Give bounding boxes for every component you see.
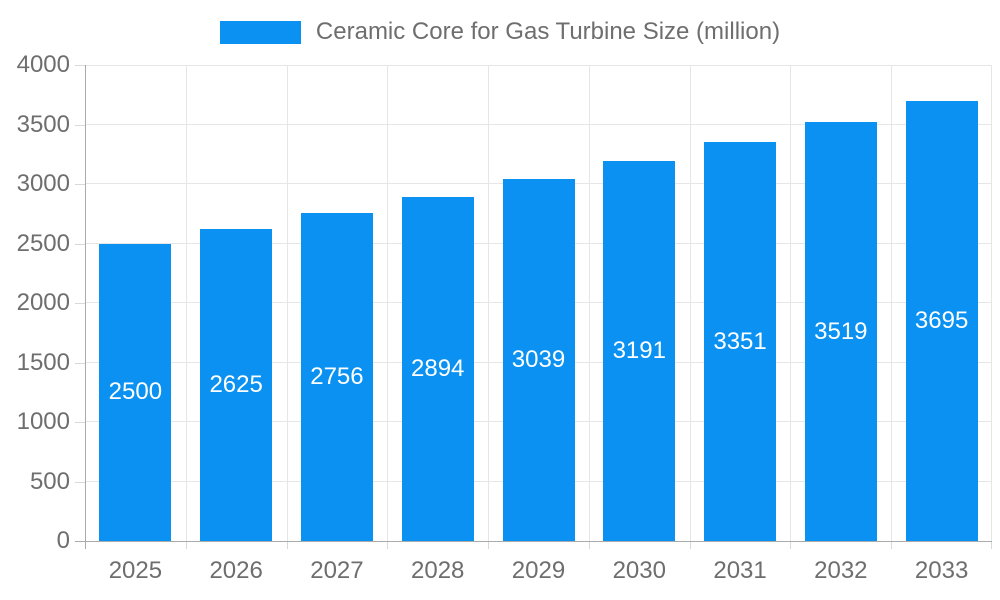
bar-value-label: 3191 [612,337,666,365]
y-axis-line [85,65,86,549]
legend-swatch [219,20,301,44]
x-axis-label: 2032 [814,557,868,584]
v-gridline [185,65,187,541]
v-gridline [588,65,590,541]
y-axis-label: 3500 [16,110,70,138]
bar: 2894 [401,196,474,541]
y-axis-label: 4000 [16,51,70,78]
x-axis-label: 2031 [713,557,767,584]
x-tick [286,541,288,549]
x-axis-line [75,541,992,542]
y-tick [75,243,85,245]
y-axis-label: 1000 [16,408,70,435]
bar: 2625 [200,228,273,541]
x-axis-label: 2026 [209,557,263,584]
y-tick [75,65,85,66]
x-tick [689,541,691,549]
x-tick [790,541,792,549]
x-tick [991,541,992,549]
x-axis-label: 2028 [411,557,465,584]
y-axis-label: 3000 [16,170,70,197]
bar: 3191 [603,161,676,541]
v-gridline [790,65,792,541]
y-axis-label: 2000 [16,289,70,316]
h-gridline [85,123,992,125]
bar: 2500 [99,243,172,541]
x-tick [588,541,590,549]
v-gridline [689,65,691,541]
y-tick [75,362,85,364]
legend-label: Ceramic Core for Gas Turbine Size (milli… [315,18,781,45]
y-axis-label: 2500 [16,229,70,257]
v-gridline [891,65,893,541]
y-tick [75,124,85,126]
v-gridline [991,65,992,541]
bar-value-label: 2625 [209,370,263,398]
bar: 3039 [502,179,575,541]
x-axis-label: 2027 [310,557,364,584]
v-gridline [488,65,490,541]
bar-value-label: 3039 [511,346,566,374]
v-gridline [387,65,389,541]
y-tick [75,303,85,304]
x-tick [488,541,490,549]
bar-value-label: 3695 [914,307,969,335]
x-tick [387,541,389,549]
bar: 2756 [300,213,373,541]
x-axis-label: 2030 [612,557,666,584]
bar-value-label: 3351 [713,327,767,355]
bar-value-label: 2756 [310,363,364,390]
y-axis-label: 1500 [16,348,70,376]
bar-value-label: 2500 [108,378,163,406]
chart-legend: Ceramic Core for Gas Turbine Size (milli… [0,18,1000,46]
h-gridline [85,65,992,66]
bar: 3695 [905,101,978,541]
v-gridline [286,65,288,541]
x-tick [185,541,187,549]
bar-value-label: 3519 [814,317,868,345]
y-axis-label: 0 [56,527,70,554]
x-tick [891,541,893,549]
bar-value-label: 2894 [411,354,465,382]
y-tick [75,184,85,185]
x-axis-label: 2033 [914,557,969,584]
x-axis-label: 2029 [511,557,566,584]
y-tick [75,481,85,483]
y-axis-label: 500 [29,467,70,495]
bar: 3351 [704,142,777,541]
plot-area: 2500 2625 2756 2894 3039 3191 3351 3519 3695 [85,65,992,541]
y-tick [75,422,85,423]
bar: 3519 [804,122,877,541]
x-axis-label: 2025 [108,557,163,584]
